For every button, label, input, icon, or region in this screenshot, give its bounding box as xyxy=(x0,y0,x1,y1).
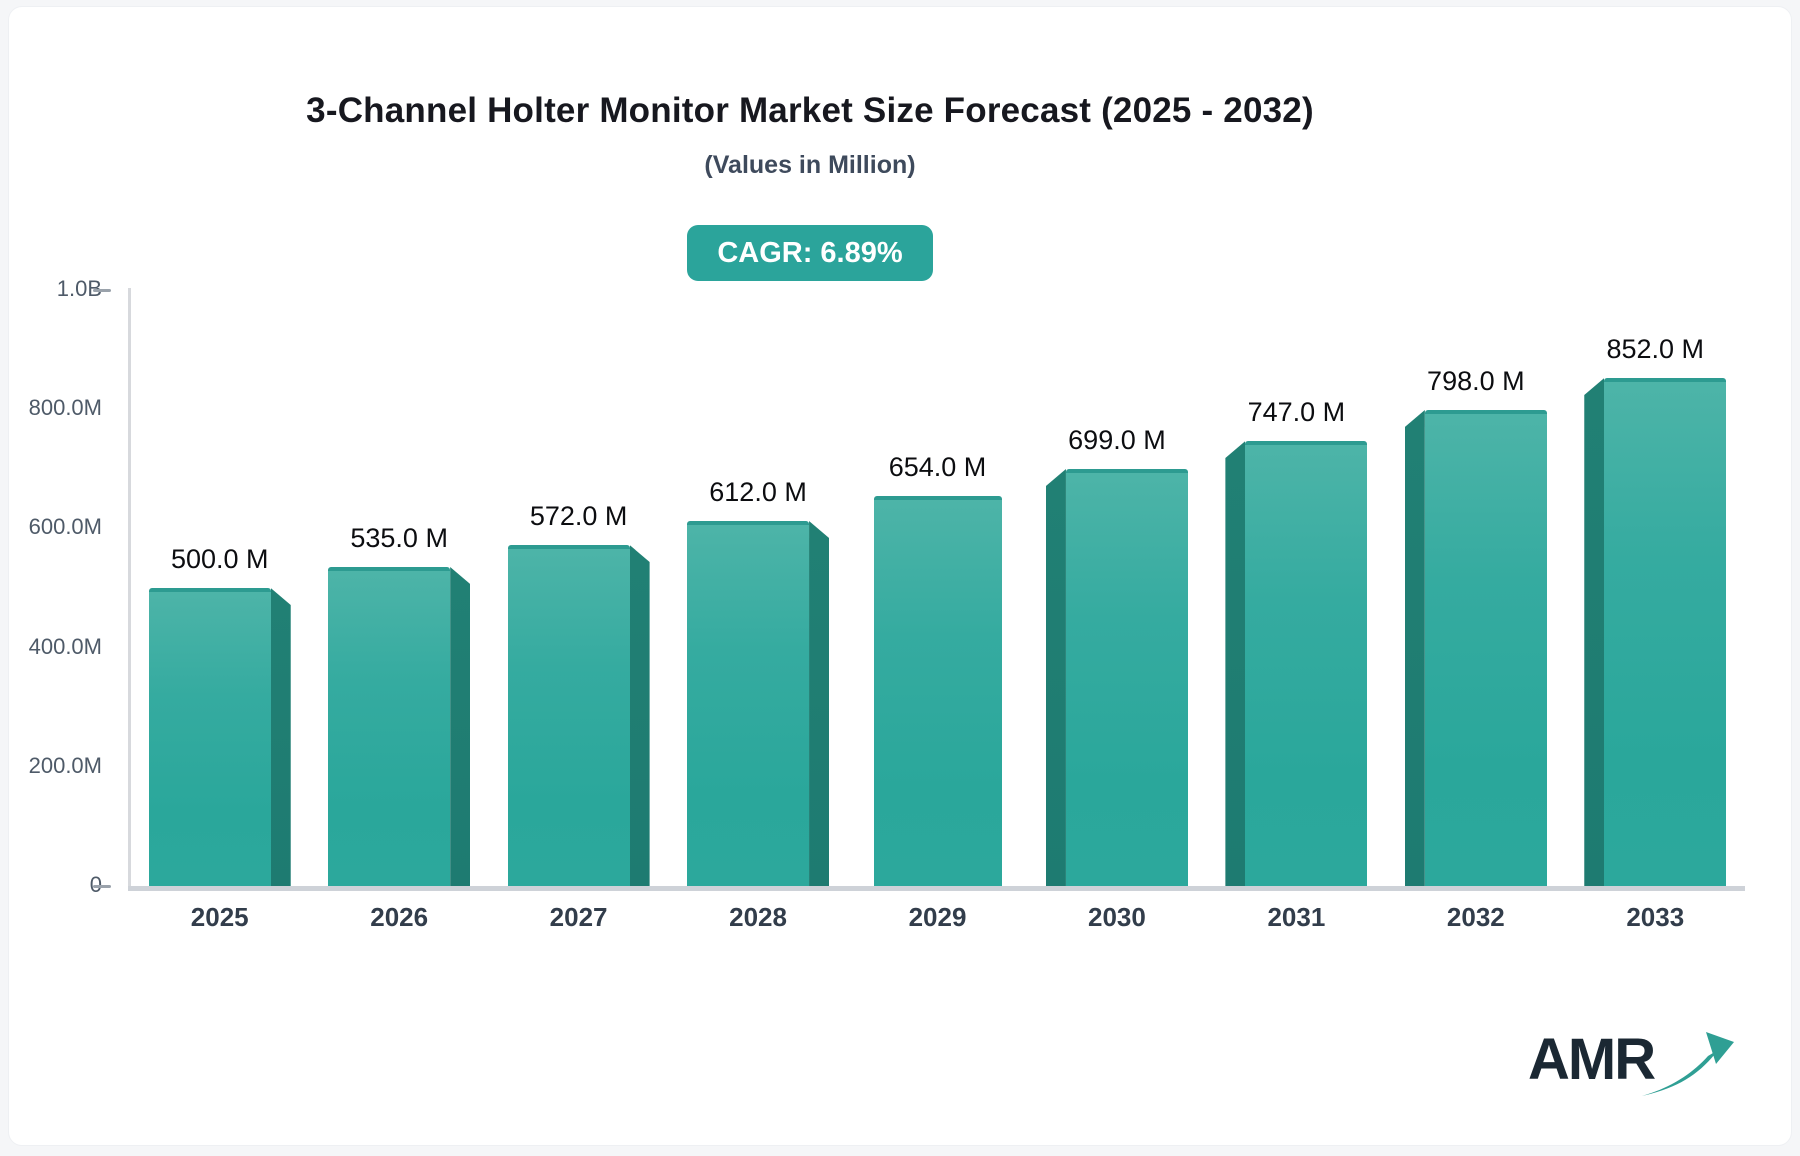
bar-value-label: 747.0 M xyxy=(1247,397,1346,427)
amr-logo: AMR xyxy=(1528,1028,1736,1100)
bar-side-panel xyxy=(629,545,650,886)
bar[interactable] xyxy=(1245,441,1368,886)
x-axis-label: 2025 xyxy=(190,902,249,932)
bar-value-label: 654.0 M xyxy=(888,452,987,482)
growth-arrow-icon xyxy=(1642,1032,1735,1096)
x-axis-label: 2026 xyxy=(370,902,429,932)
y-axis-tick xyxy=(93,289,111,292)
bar[interactable] xyxy=(1424,410,1547,886)
y-axis-label: 0 xyxy=(0,872,102,898)
bar-side-panel xyxy=(1225,441,1246,886)
y-axis xyxy=(128,288,131,888)
bar-side-panel xyxy=(1045,469,1066,886)
x-axis-label: 2028 xyxy=(729,902,787,932)
bar-value-label: 535.0 M xyxy=(350,523,448,553)
bar[interactable] xyxy=(328,567,451,886)
x-axis-label: 2032 xyxy=(1446,902,1505,932)
amr-logo-text: AMR xyxy=(1528,1027,1656,1092)
bar-side-panel xyxy=(450,567,471,886)
bar[interactable] xyxy=(1604,378,1727,886)
bar-side-panel xyxy=(1584,378,1605,886)
bar-value-label: 612.0 M xyxy=(709,477,807,507)
x-axis-label: 2030 xyxy=(1088,902,1146,932)
bar-value-label: 798.0 M xyxy=(1427,366,1525,396)
x-axis-label: 2031 xyxy=(1267,902,1326,932)
y-axis-label: 200.0M xyxy=(28,752,102,778)
cagr-badge: CAGR: 6.89% xyxy=(687,225,933,281)
bar[interactable] xyxy=(873,496,1002,886)
x-axis-label: 2033 xyxy=(1626,902,1685,932)
bar-side-panel xyxy=(1404,410,1425,886)
chart-header: 3-Channel Holter Monitor Market Size For… xyxy=(0,88,1620,281)
chart-title: 3-Channel Holter Monitor Market Size For… xyxy=(306,91,1314,130)
chart-subtitle: (Values in Million) xyxy=(704,151,916,179)
bar[interactable] xyxy=(687,521,810,886)
bar-value-label: 572.0 M xyxy=(529,501,628,531)
bar-value-label: 699.0 M xyxy=(1068,425,1166,455)
y-axis-label: 800.0M xyxy=(28,395,102,421)
bar-side-panel xyxy=(270,588,291,886)
y-axis-tick xyxy=(93,885,111,888)
y-axis-label: 1.0B xyxy=(56,276,102,301)
bar-value-label: 852.0 M xyxy=(1606,334,1705,364)
x-axis-label: 2027 xyxy=(549,902,608,932)
y-axis-label: 600.0M xyxy=(28,514,102,540)
bar-side-panel xyxy=(809,521,830,886)
bar[interactable] xyxy=(1065,469,1188,886)
x-axis xyxy=(128,886,1745,891)
bar[interactable] xyxy=(148,588,271,886)
x-axis-label: 2029 xyxy=(908,902,967,932)
bar[interactable] xyxy=(507,545,630,886)
bar-value-label: 500.0 M xyxy=(170,544,269,574)
y-axis-label: 400.0M xyxy=(28,633,102,659)
